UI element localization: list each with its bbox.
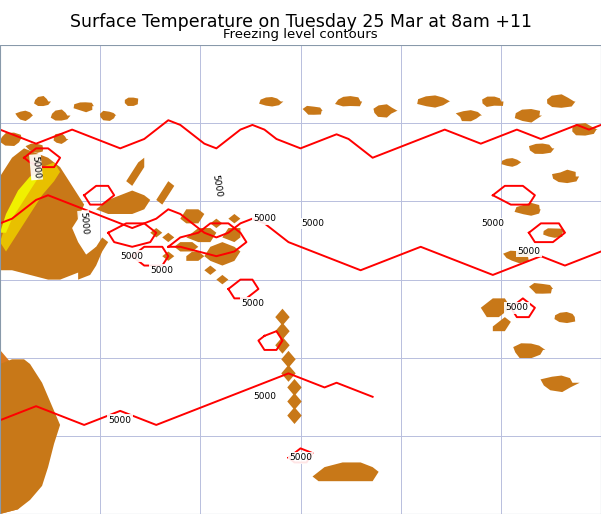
Polygon shape (303, 106, 323, 115)
Polygon shape (417, 96, 450, 107)
Polygon shape (0, 359, 60, 514)
Text: 5000: 5000 (121, 252, 144, 261)
Polygon shape (543, 228, 566, 238)
Text: 5000: 5000 (31, 155, 41, 179)
Polygon shape (529, 143, 554, 154)
Polygon shape (275, 337, 290, 354)
Polygon shape (162, 233, 174, 242)
Polygon shape (78, 247, 102, 280)
Polygon shape (503, 251, 533, 263)
Polygon shape (0, 133, 22, 146)
Text: 5000: 5000 (289, 453, 312, 462)
Polygon shape (53, 133, 69, 144)
Polygon shape (502, 158, 522, 167)
Polygon shape (156, 181, 174, 205)
Polygon shape (25, 143, 43, 153)
Polygon shape (126, 158, 144, 186)
Polygon shape (287, 407, 302, 424)
Polygon shape (259, 97, 284, 106)
Polygon shape (281, 351, 296, 368)
Polygon shape (222, 228, 240, 242)
Text: 5000: 5000 (253, 392, 276, 401)
Polygon shape (216, 275, 228, 284)
Polygon shape (552, 170, 579, 183)
Polygon shape (15, 111, 33, 121)
Polygon shape (514, 203, 541, 216)
Polygon shape (204, 242, 240, 266)
Polygon shape (456, 110, 482, 121)
Polygon shape (335, 96, 362, 106)
Text: 5000: 5000 (79, 212, 90, 235)
Polygon shape (540, 376, 580, 392)
Polygon shape (555, 312, 575, 323)
Polygon shape (547, 94, 576, 108)
Text: 5000: 5000 (253, 214, 276, 223)
Polygon shape (493, 317, 511, 331)
Polygon shape (0, 162, 60, 251)
Text: 5000: 5000 (301, 219, 324, 228)
Text: 5000: 5000 (505, 303, 528, 312)
Polygon shape (96, 191, 150, 214)
Polygon shape (0, 350, 48, 514)
Polygon shape (0, 172, 42, 233)
Text: 5000: 5000 (481, 219, 504, 228)
Polygon shape (186, 228, 216, 242)
Polygon shape (186, 251, 204, 261)
Polygon shape (373, 104, 398, 118)
Text: 5000: 5000 (517, 247, 540, 256)
Polygon shape (162, 251, 174, 261)
Text: 5000: 5000 (109, 416, 132, 425)
Text: 5000: 5000 (241, 299, 264, 307)
Polygon shape (287, 393, 302, 410)
Polygon shape (513, 343, 545, 358)
Polygon shape (100, 111, 117, 121)
Text: 5000: 5000 (210, 174, 223, 198)
Polygon shape (50, 109, 70, 121)
Polygon shape (0, 149, 90, 280)
Polygon shape (174, 242, 198, 251)
Text: 5000: 5000 (151, 266, 174, 275)
Polygon shape (481, 298, 511, 317)
Polygon shape (313, 463, 379, 481)
Polygon shape (281, 365, 296, 382)
Text: Surface Temperature on Tuesday 25 Mar at 8am +11: Surface Temperature on Tuesday 25 Mar at… (70, 13, 531, 31)
Polygon shape (204, 266, 216, 275)
Polygon shape (482, 97, 504, 107)
Polygon shape (34, 96, 51, 106)
Polygon shape (84, 237, 108, 261)
Polygon shape (572, 123, 598, 136)
Polygon shape (150, 228, 162, 237)
Polygon shape (287, 379, 302, 396)
Polygon shape (275, 323, 290, 340)
Polygon shape (125, 98, 138, 106)
Polygon shape (529, 283, 553, 293)
Polygon shape (210, 218, 222, 228)
Polygon shape (73, 102, 94, 112)
Polygon shape (228, 214, 240, 224)
Text: Freezing level contours: Freezing level contours (223, 28, 378, 41)
Polygon shape (180, 209, 204, 224)
Polygon shape (515, 109, 542, 122)
Polygon shape (275, 309, 290, 325)
